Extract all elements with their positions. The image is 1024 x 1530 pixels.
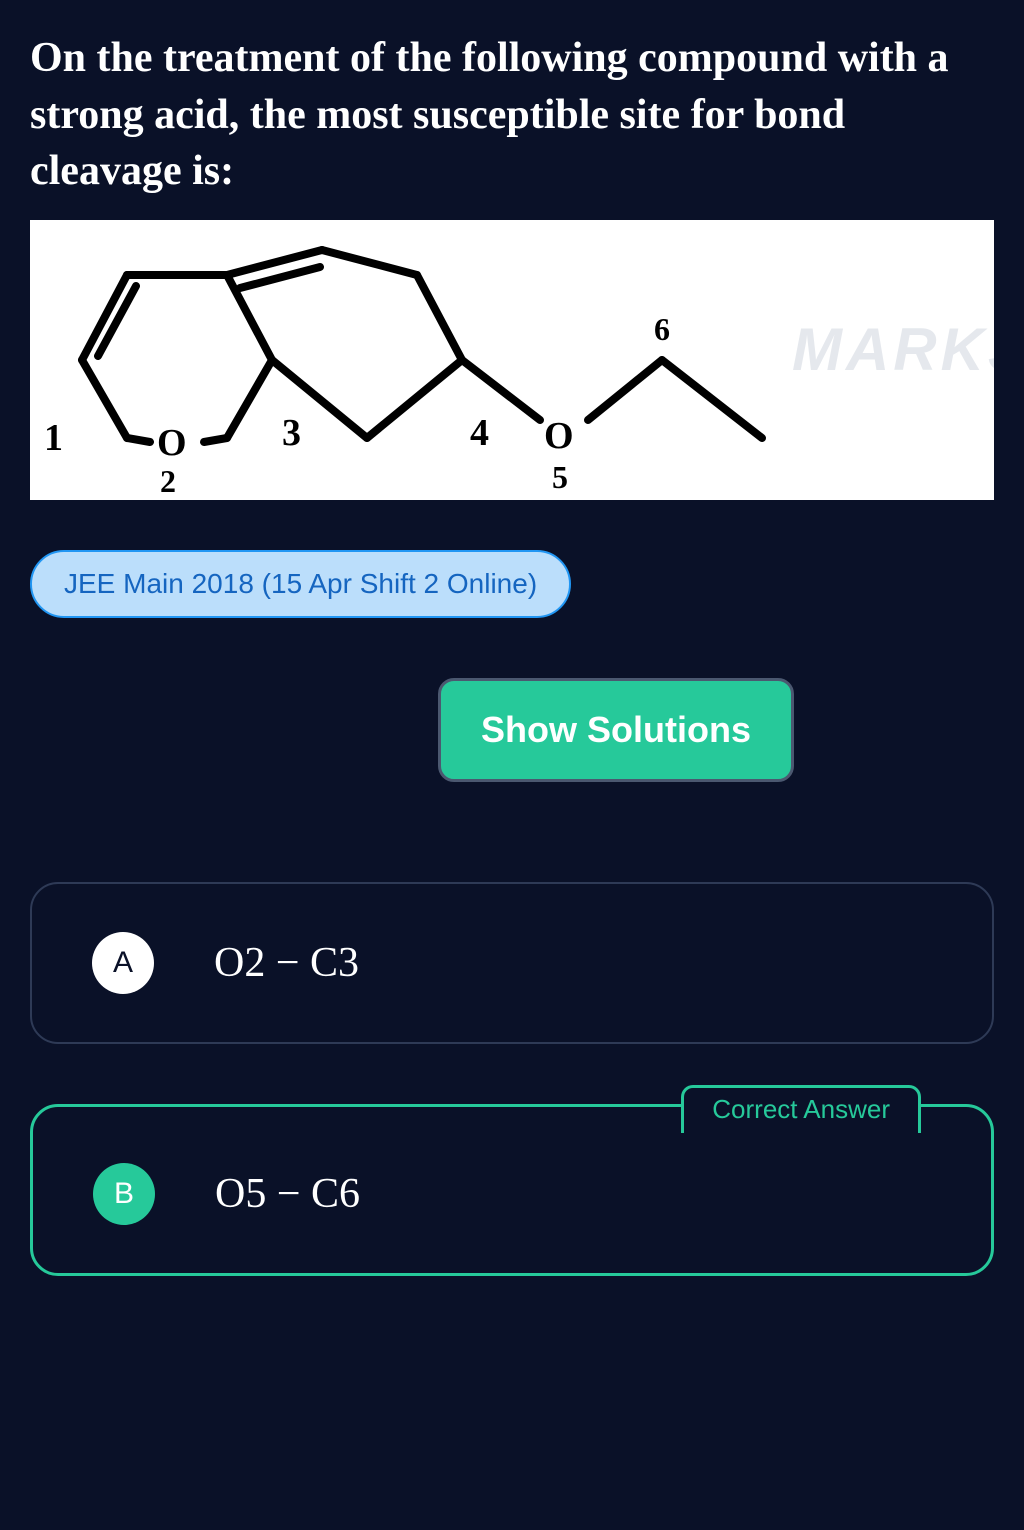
svg-text:4: 4 xyxy=(470,412,489,454)
question-page: On the treatment of the following compou… xyxy=(0,0,1024,1276)
options-list: A O2 − C3 Correct Answer B O5 − C6 xyxy=(30,882,994,1276)
compound-diagram: MARKS xyxy=(30,220,994,500)
option-text-a: O2 − C3 xyxy=(214,939,359,987)
svg-text:1: 1 xyxy=(44,417,63,459)
show-solutions-wrap: Show Solutions xyxy=(30,678,994,782)
svg-text:O: O xyxy=(544,415,574,457)
svg-text:O: O xyxy=(157,422,187,464)
option-text-b: O5 − C6 xyxy=(215,1170,360,1218)
watermark-svg: MARKS xyxy=(792,316,994,383)
option-b-card[interactable]: Correct Answer B O5 − C6 xyxy=(30,1104,994,1276)
option-letter-b: B xyxy=(93,1163,155,1225)
svg-text:2: 2 xyxy=(160,463,176,499)
show-solutions-button[interactable]: Show Solutions xyxy=(438,678,794,782)
svg-text:6: 6 xyxy=(654,311,670,347)
svg-text:3: 3 xyxy=(282,412,301,454)
correct-answer-badge: Correct Answer xyxy=(681,1085,921,1133)
question-text: On the treatment of the following compou… xyxy=(30,30,994,200)
option-a-card[interactable]: A O2 − C3 xyxy=(30,882,994,1044)
molecule-svg: MARKS xyxy=(30,220,994,500)
svg-text:5: 5 xyxy=(552,459,568,495)
option-letter-a: A xyxy=(92,932,154,994)
exam-tag: JEE Main 2018 (15 Apr Shift 2 Online) xyxy=(30,550,571,618)
